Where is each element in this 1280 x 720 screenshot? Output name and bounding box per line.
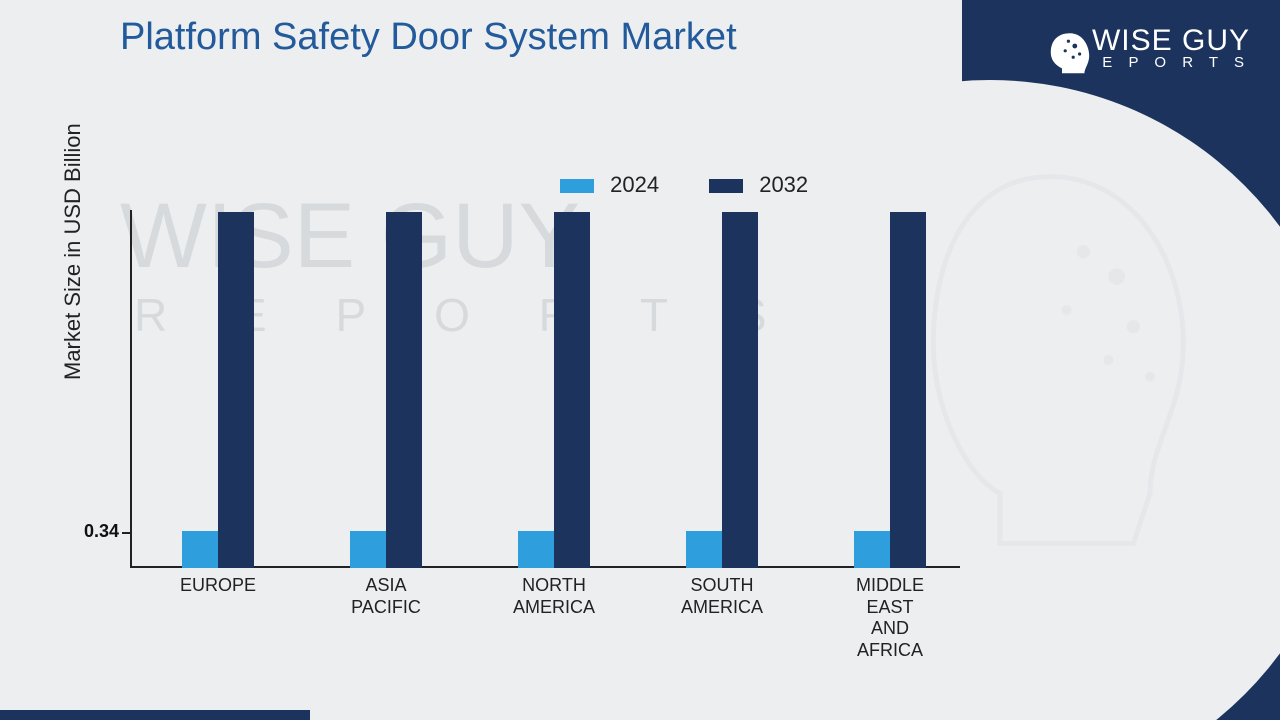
bar-2024 bbox=[686, 531, 722, 568]
y-axis-line bbox=[130, 210, 132, 568]
chart-title: Platform Safety Door System Market bbox=[120, 16, 737, 59]
category-label: MIDDLEEASTANDAFRICA bbox=[820, 575, 960, 661]
bar-2032 bbox=[218, 212, 254, 568]
footer-accent-bar bbox=[0, 710, 310, 720]
legend-swatch-2024 bbox=[560, 179, 594, 193]
legend: 2024 2032 bbox=[560, 172, 808, 198]
brand-head-icon bbox=[1046, 30, 1094, 78]
brand-line1: WISE GUY bbox=[1075, 24, 1250, 58]
bar-pair bbox=[652, 212, 792, 568]
bar-group bbox=[652, 212, 792, 568]
bar-2032 bbox=[386, 212, 422, 568]
y-tick-label: 0.34 bbox=[84, 521, 119, 542]
bar-2024 bbox=[182, 531, 218, 568]
bar-2024 bbox=[350, 531, 386, 568]
bar-group bbox=[820, 212, 960, 568]
legend-label-2024: 2024 bbox=[610, 172, 659, 197]
y-axis-label: Market Size in USD Billion bbox=[60, 123, 86, 380]
category-label: ASIAPACIFIC bbox=[316, 575, 456, 618]
bar-group bbox=[484, 212, 624, 568]
bar-2024 bbox=[518, 531, 554, 568]
legend-item-2024: 2024 bbox=[560, 172, 659, 198]
legend-label-2032: 2032 bbox=[759, 172, 808, 197]
legend-item-2032: 2032 bbox=[709, 172, 808, 198]
bar-pair bbox=[148, 212, 288, 568]
bar-pair bbox=[484, 212, 624, 568]
category-label: NORTHAMERICA bbox=[484, 575, 624, 618]
category-label: EUROPE bbox=[148, 575, 288, 597]
brand-logo: WISE GUY R E P O R T S bbox=[1075, 24, 1250, 71]
brand-line2: R E P O R T S bbox=[1075, 54, 1250, 71]
bar-group bbox=[316, 212, 456, 568]
report-chart-card: WISE GUY R E P O R T S WISE GUY R E P O … bbox=[0, 0, 1280, 720]
bar-2032 bbox=[554, 212, 590, 568]
legend-swatch-2032 bbox=[709, 179, 743, 193]
bar-2032 bbox=[890, 212, 926, 568]
y-tick-mark bbox=[122, 532, 130, 534]
bar-pair bbox=[316, 212, 456, 568]
bar-group bbox=[148, 212, 288, 568]
bar-2024 bbox=[854, 531, 890, 568]
chart-plot-area: 0.34 EUROPEASIAPACIFICNORTHAMERICASOUTHA… bbox=[130, 210, 960, 568]
category-label: SOUTHAMERICA bbox=[652, 575, 792, 618]
bar-pair bbox=[820, 212, 960, 568]
bar-2032 bbox=[722, 212, 758, 568]
